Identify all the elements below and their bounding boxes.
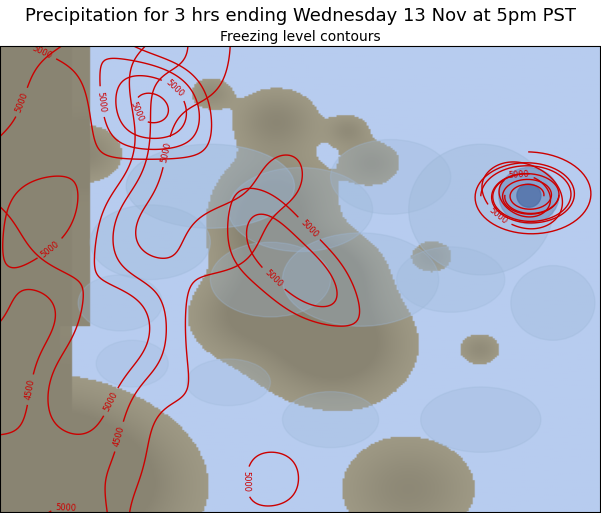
Text: 5000: 5000: [102, 390, 120, 413]
Ellipse shape: [397, 247, 505, 312]
Ellipse shape: [421, 387, 541, 452]
Ellipse shape: [96, 340, 168, 387]
Ellipse shape: [228, 168, 373, 251]
Text: 5000: 5000: [299, 218, 320, 239]
Ellipse shape: [126, 144, 294, 228]
Ellipse shape: [511, 266, 595, 340]
Ellipse shape: [282, 391, 379, 448]
Ellipse shape: [90, 205, 210, 280]
Text: 5000: 5000: [508, 169, 529, 180]
Text: 5000: 5000: [128, 101, 145, 124]
Text: 5000: 5000: [31, 44, 53, 61]
Ellipse shape: [186, 359, 270, 406]
Text: 4500: 4500: [24, 379, 37, 401]
Text: 4500: 4500: [112, 425, 126, 448]
Text: Precipitation for 3 hrs ending Wednesday 13 Nov at 5pm PST: Precipitation for 3 hrs ending Wednesday…: [25, 7, 576, 25]
Text: 5000: 5000: [96, 91, 108, 113]
Ellipse shape: [409, 144, 553, 275]
Text: 5000: 5000: [263, 268, 284, 289]
Ellipse shape: [331, 140, 451, 214]
Ellipse shape: [282, 233, 439, 326]
Text: Freezing level contours: Freezing level contours: [220, 30, 381, 44]
Ellipse shape: [499, 168, 559, 224]
Text: 5000: 5000: [39, 239, 61, 259]
Ellipse shape: [78, 275, 162, 331]
Text: 5000: 5000: [56, 503, 77, 513]
Text: 5000: 5000: [242, 471, 251, 492]
Text: 5000: 5000: [487, 206, 510, 226]
Text: 5000: 5000: [164, 78, 186, 99]
Ellipse shape: [210, 242, 331, 317]
Ellipse shape: [517, 184, 541, 207]
Text: 5000: 5000: [14, 91, 30, 114]
Text: 5000: 5000: [160, 141, 173, 163]
